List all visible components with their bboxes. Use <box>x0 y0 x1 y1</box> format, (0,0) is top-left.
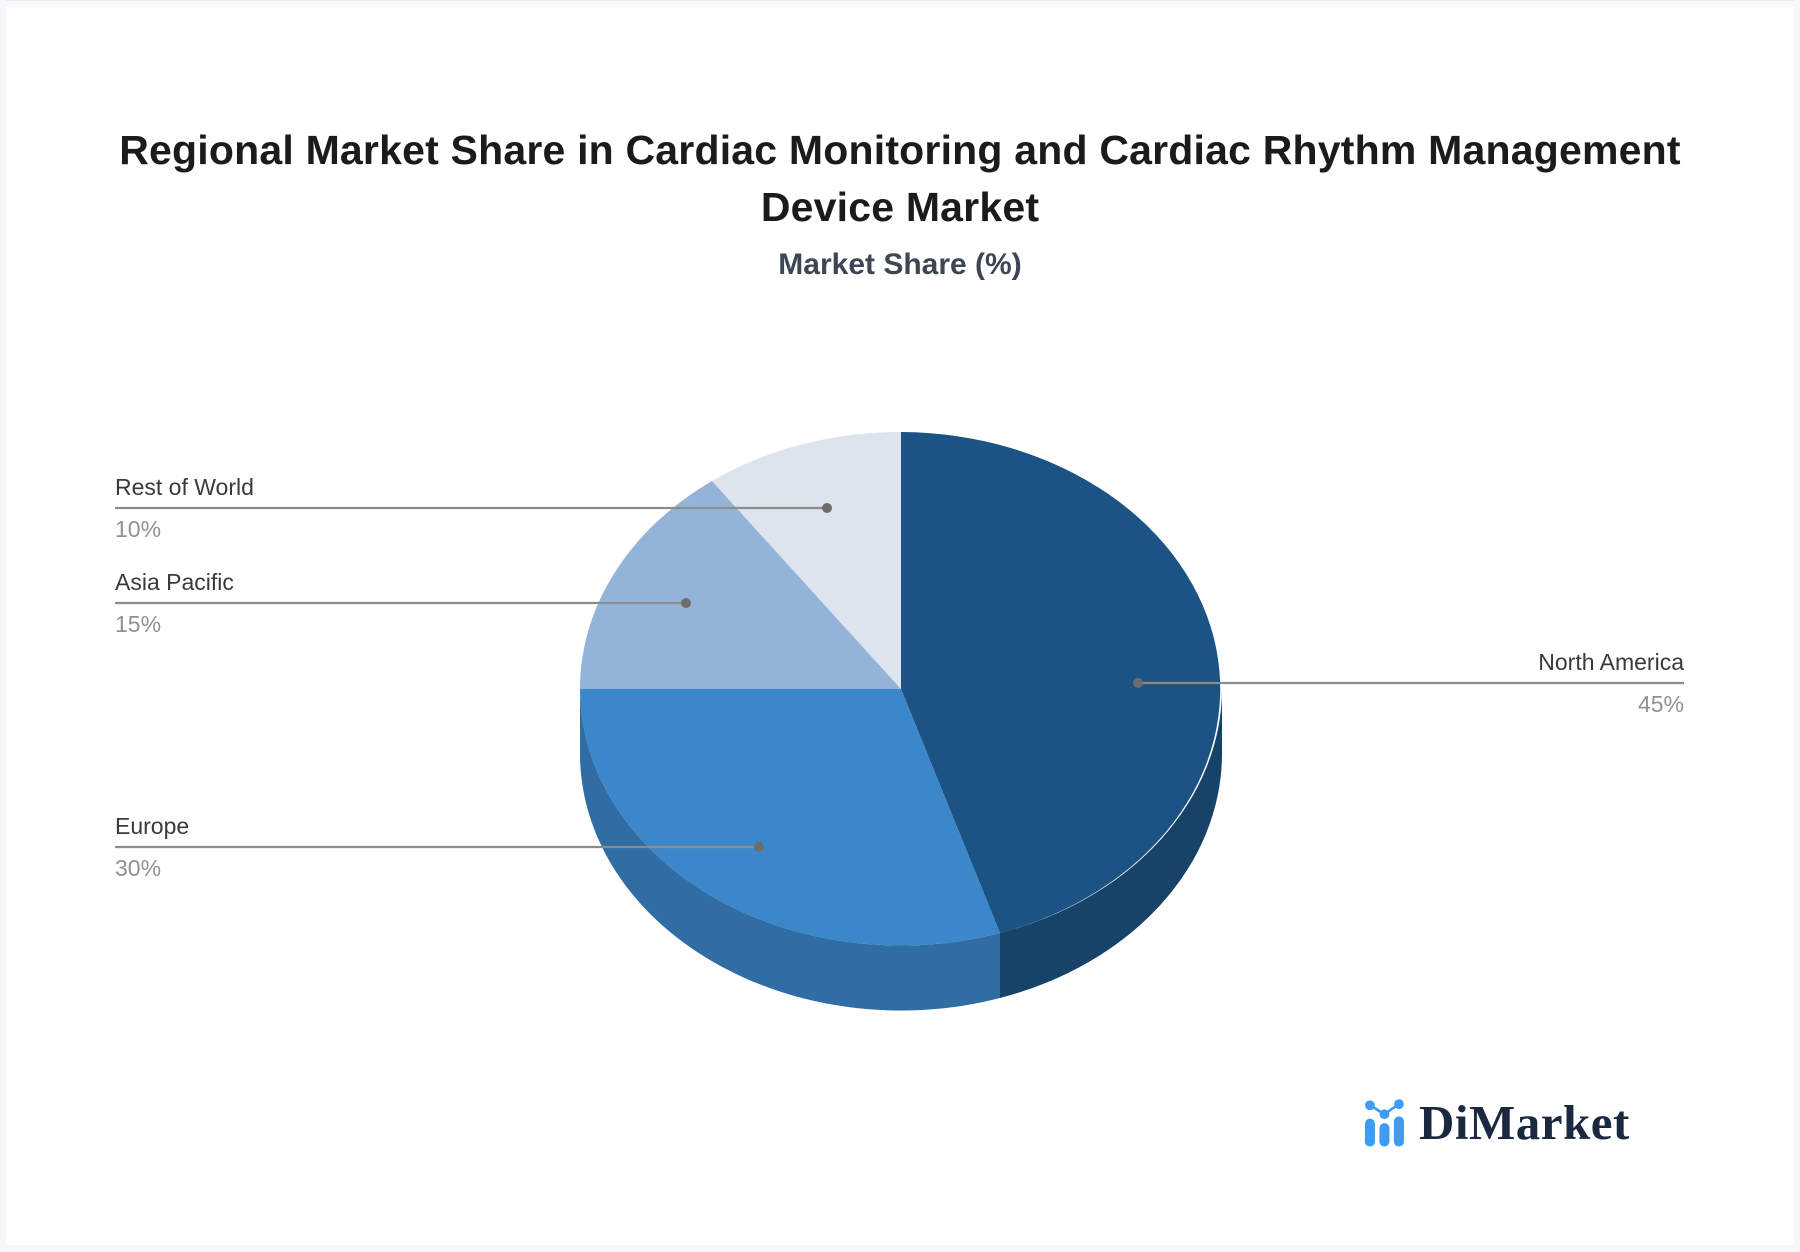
leader-dot-rest-of-world <box>822 503 832 513</box>
page-margin-left <box>0 0 6 1252</box>
dimarket-logo-text: DiMarket <box>1419 1094 1630 1150</box>
dimarket-logo: DiMarket <box>1360 1093 1630 1151</box>
chart-subtitle: Market Share (%) <box>778 248 1022 281</box>
bar-line-chart-icon <box>1364 1099 1404 1147</box>
page-margin-bottom <box>0 1245 1800 1252</box>
pie-slice-asia-pacific <box>579 481 901 689</box>
callout-value-rest-of-world: 10% <box>115 516 162 542</box>
page-margin-top <box>0 0 1800 7</box>
pie-side-wall-north-america <box>1000 689 1222 998</box>
pie-slice-europe <box>580 689 1000 946</box>
pie-side-wall-europe <box>580 689 1000 1011</box>
callout-label-europe: Europe <box>115 813 190 839</box>
page-margin-right <box>1794 0 1800 1252</box>
chart-title-line1: Regional Market Share in Cardiac Monitor… <box>119 127 1681 173</box>
chart-title: Regional Market Share in Cardiac Monitor… <box>0 122 1800 236</box>
callout-value-asia-pacific: 15% <box>115 611 162 637</box>
callout-label-rest-of-world: Rest of World <box>115 474 254 500</box>
callout-label-north-america: North America <box>1538 649 1684 675</box>
callout-value-north-america: 45% <box>1637 691 1684 717</box>
callout-label-asia-pacific: Asia Pacific <box>115 569 234 595</box>
leader-dot-asia-pacific <box>681 598 691 608</box>
pie-slice-north-america <box>901 432 1221 933</box>
leader-dot-north-america <box>1133 678 1143 688</box>
leader-dot-europe <box>754 842 764 852</box>
pie-slice-rest-of-world <box>712 431 901 689</box>
callout-value-europe: 30% <box>115 855 162 881</box>
chart-title-line2: Device Market <box>760 184 1040 230</box>
